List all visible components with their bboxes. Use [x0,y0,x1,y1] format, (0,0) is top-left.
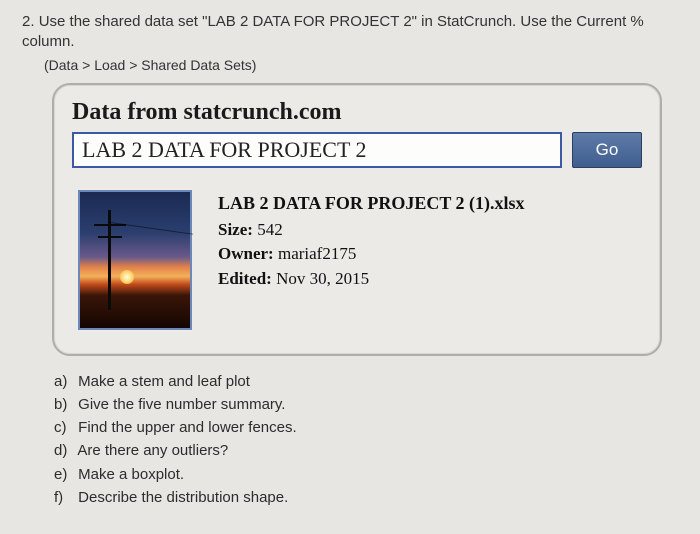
search-input[interactable] [72,132,562,168]
subquestion-text: Are there any outliers? [77,442,228,459]
thumb-sun [120,270,134,284]
search-result: LAB 2 DATA FOR PROJECT 2 (1).xlsx Size: … [72,190,642,330]
search-row: Go [72,132,642,168]
question-path-hint: (Data > Load > Shared Data Sets) [44,57,672,73]
edited-value: Nov 30, 2015 [276,269,369,288]
list-item: d) Are there any outliers? [54,439,672,462]
list-item: a) Make a stem and leaf plot [54,370,672,393]
size-label: Size: [218,220,253,239]
list-item: f) Describe the distribution shape. [54,486,672,509]
subquestion-text: Describe the distribution shape. [78,489,288,506]
list-item: e) Make a boxplot. [54,463,672,486]
subquestion-text: Find the upper and lower fences. [78,419,296,436]
subquestion-text: Make a stem and leaf plot [78,373,250,390]
statcrunch-card: Data from statcrunch.com Go LAB 2 DATA F… [52,83,662,356]
edited-label: Edited: [218,269,272,288]
dataset-thumbnail[interactable] [78,190,192,330]
dataset-meta: LAB 2 DATA FOR PROJECT 2 (1).xlsx Size: … [218,190,525,292]
subquestion-text: Give the five number summary. [78,396,285,413]
go-button[interactable]: Go [572,132,642,168]
subquestion-text: Make a boxplot. [78,466,184,483]
question-text: Use the shared data set "LAB 2 DATA FOR … [22,13,644,50]
thumb-wire [110,222,193,235]
question-prompt: 2. Use the shared data set "LAB 2 DATA F… [22,12,672,53]
dataset-edited: Edited: Nov 30, 2015 [218,267,525,292]
subquestion-letter: d) [54,439,74,462]
list-item: b) Give the five number summary. [54,393,672,416]
worksheet-page: 2. Use the shared data set "LAB 2 DATA F… [0,0,700,534]
dataset-owner: Owner: mariaf2175 [218,242,525,267]
size-value: 542 [257,220,283,239]
subquestion-letter: e) [54,463,74,486]
subquestion-list: a) Make a stem and leaf plot b) Give the… [54,370,672,510]
question-number: 2. [22,13,35,30]
list-item: c) Find the upper and lower fences. [54,416,672,439]
subquestion-letter: c) [54,416,74,439]
card-title: Data from statcrunch.com [72,99,642,126]
subquestion-letter: f) [54,486,74,509]
owner-value: mariaf2175 [278,244,356,263]
owner-label: Owner: [218,244,274,263]
subquestion-letter: a) [54,370,74,393]
thumb-crossarm [98,236,122,238]
dataset-filename: LAB 2 DATA FOR PROJECT 2 (1).xlsx [218,190,525,216]
dataset-size: Size: 542 [218,218,525,243]
subquestion-letter: b) [54,393,74,416]
